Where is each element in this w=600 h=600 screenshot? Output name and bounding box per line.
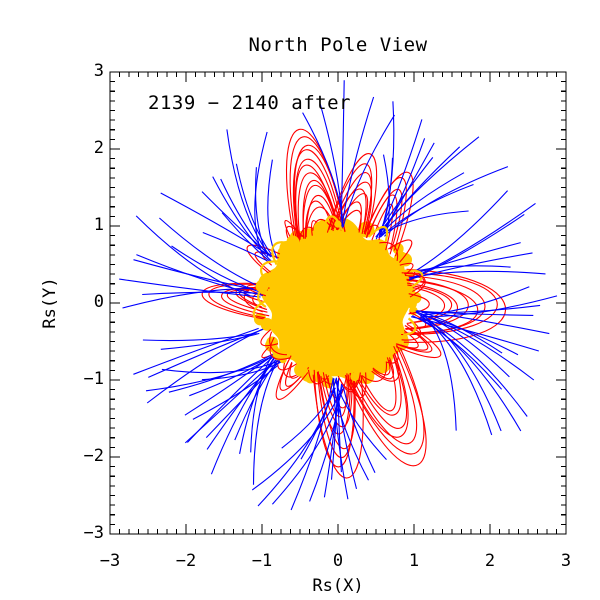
chart-title: North Pole View [248,34,428,56]
sun-rim-overlay [252,215,426,391]
x-tick-label: −3 [99,551,121,571]
y-tick-label: 1 [93,215,104,235]
date-annotation: 2139 − 2140 after [148,92,351,114]
y-tick-label: −2 [83,446,104,466]
x-tick-label: −1 [251,551,273,571]
y-tick-label: 3 [93,61,104,81]
x-tick-label: 2 [484,551,496,571]
open-field-lines [119,80,558,511]
y-tick-label: 0 [93,292,104,312]
y-tick-label: 2 [93,138,104,158]
axes-frame [109,71,567,535]
x-tick-label: 0 [332,551,344,571]
x-tick-label: −2 [175,551,197,571]
x-tick-label: 1 [408,551,420,571]
x-axis-label: Rs(X) [312,576,364,596]
y-tick-label: −3 [83,523,104,543]
x-tick-label: 3 [560,551,572,571]
y-tick-label: −1 [83,369,104,389]
